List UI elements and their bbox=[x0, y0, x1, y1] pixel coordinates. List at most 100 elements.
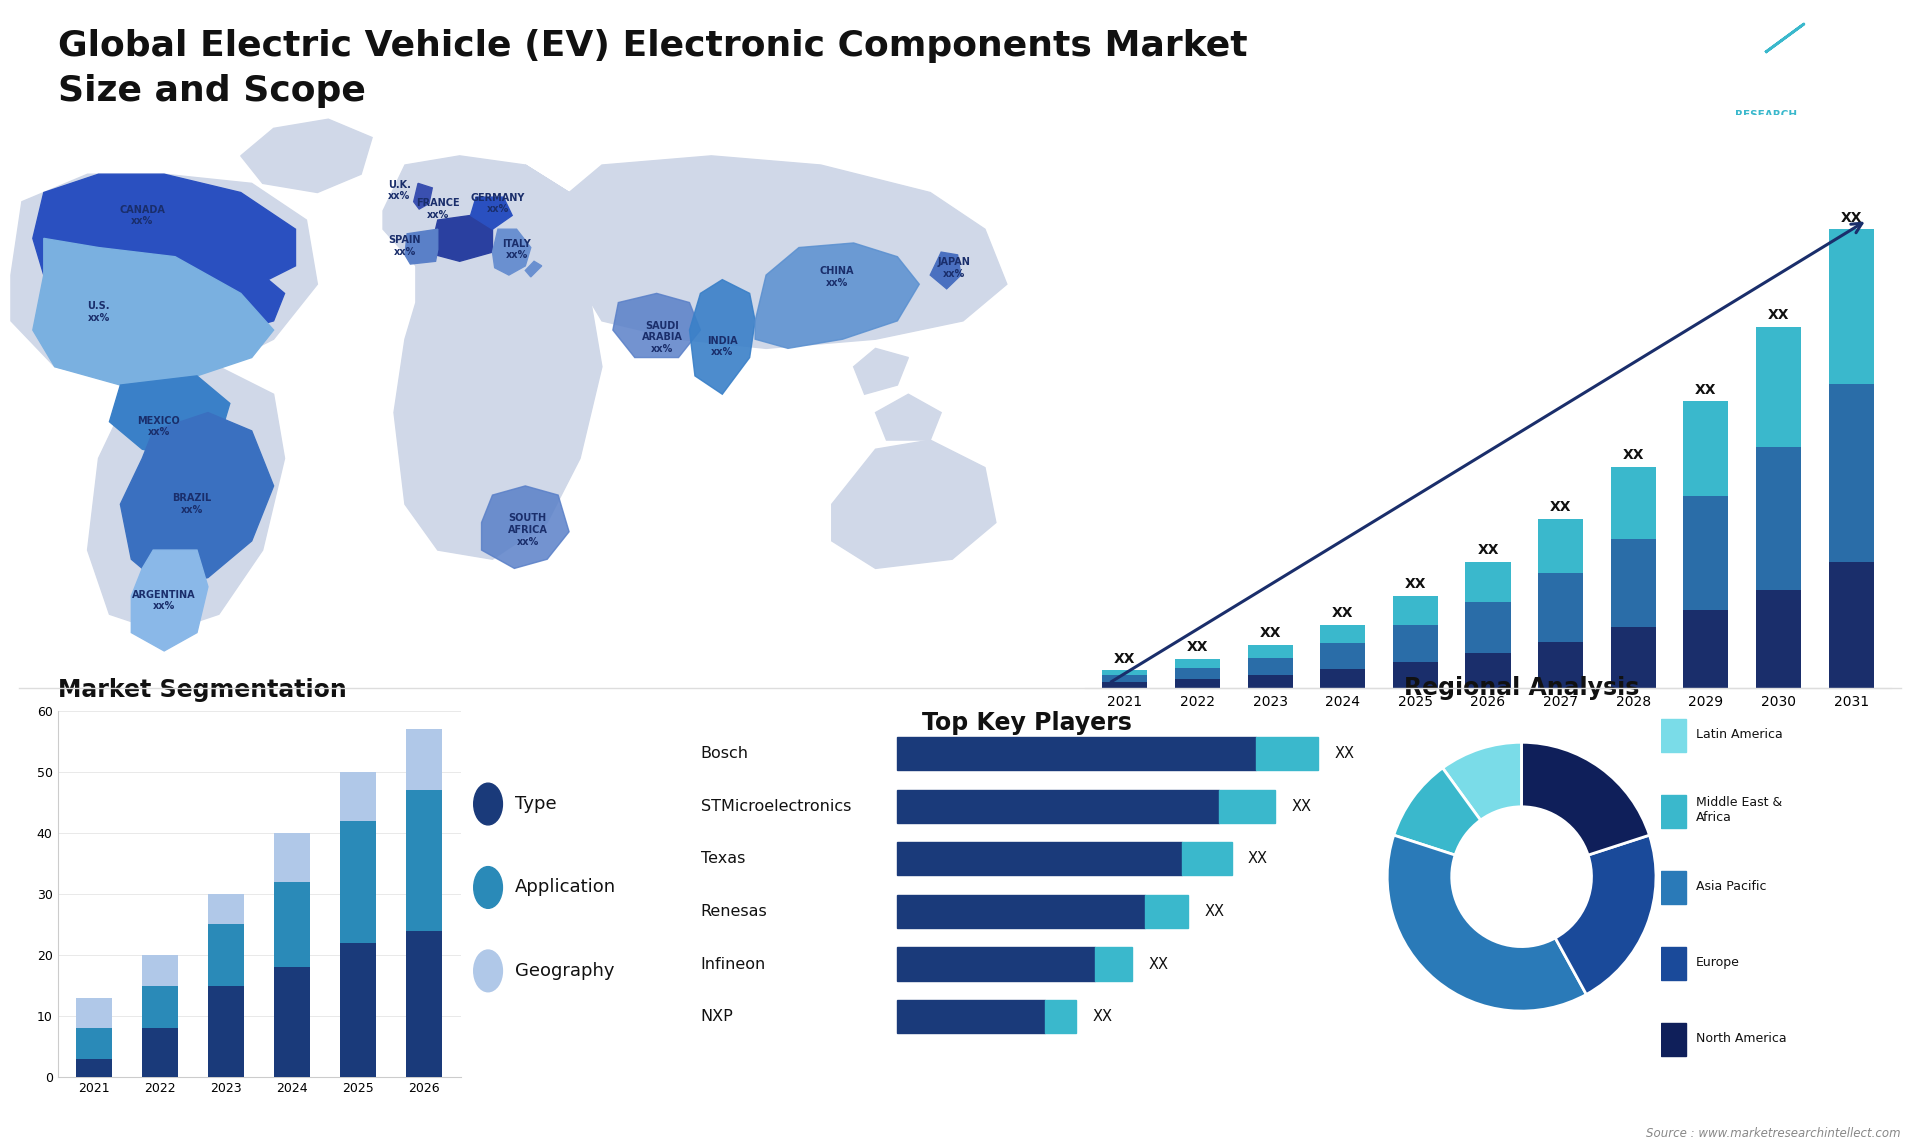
Bar bbox=[1175, 667, 1219, 678]
Bar bbox=[407, 790, 442, 931]
Polygon shape bbox=[482, 486, 568, 568]
Polygon shape bbox=[876, 394, 941, 440]
Text: XX: XX bbox=[1204, 904, 1225, 919]
Bar bbox=[1538, 642, 1584, 688]
Bar bbox=[1392, 625, 1438, 661]
Bar bbox=[275, 833, 311, 881]
Bar bbox=[1094, 948, 1133, 981]
Text: XX: XX bbox=[1768, 308, 1789, 322]
Wedge shape bbox=[1521, 743, 1649, 855]
Polygon shape bbox=[131, 550, 207, 651]
Text: SAUDI
ARABIA
xx%: SAUDI ARABIA xx% bbox=[641, 321, 682, 354]
Text: XX: XX bbox=[1260, 626, 1281, 639]
Text: Asia Pacific: Asia Pacific bbox=[1695, 880, 1766, 893]
Text: Middle East &
Africa: Middle East & Africa bbox=[1695, 796, 1782, 824]
Text: Renesas: Renesas bbox=[701, 904, 768, 919]
Bar bbox=[1392, 661, 1438, 688]
Bar bbox=[77, 1059, 111, 1077]
Bar bbox=[1392, 596, 1438, 625]
Polygon shape bbox=[470, 197, 513, 229]
Text: MEXICO
xx%: MEXICO xx% bbox=[138, 416, 180, 437]
Bar bbox=[207, 925, 244, 986]
Bar bbox=[1757, 447, 1801, 590]
Bar bbox=[407, 729, 442, 790]
Bar bbox=[1321, 669, 1365, 688]
Bar bbox=[77, 1028, 111, 1059]
Bar bbox=[1465, 653, 1511, 688]
Text: XX: XX bbox=[1248, 851, 1267, 866]
Bar bbox=[407, 931, 442, 1077]
Title: Regional Analysis: Regional Analysis bbox=[1404, 676, 1640, 700]
Bar bbox=[1248, 675, 1292, 688]
Polygon shape bbox=[394, 266, 603, 559]
Text: U.K.
xx%: U.K. xx% bbox=[388, 180, 411, 202]
Bar bbox=[1256, 737, 1319, 770]
Text: BRAZIL
xx%: BRAZIL xx% bbox=[173, 494, 211, 515]
Bar bbox=[1175, 659, 1219, 667]
Polygon shape bbox=[413, 183, 432, 209]
Bar bbox=[142, 986, 179, 1028]
Text: Top Key Players: Top Key Players bbox=[922, 711, 1133, 735]
Polygon shape bbox=[33, 174, 296, 303]
Bar bbox=[1661, 795, 1686, 827]
Text: Infineon: Infineon bbox=[701, 957, 766, 972]
Polygon shape bbox=[109, 376, 230, 458]
Text: XX: XX bbox=[1405, 578, 1427, 591]
Polygon shape bbox=[492, 229, 530, 275]
Bar bbox=[897, 895, 1144, 928]
Bar bbox=[1757, 590, 1801, 688]
Text: XX: XX bbox=[1187, 641, 1208, 654]
Bar bbox=[1684, 495, 1728, 610]
Bar bbox=[1538, 573, 1584, 642]
Text: XX: XX bbox=[1334, 746, 1356, 761]
Text: XX: XX bbox=[1292, 799, 1311, 814]
Wedge shape bbox=[1388, 835, 1586, 1011]
Bar bbox=[1465, 602, 1511, 653]
Text: XX: XX bbox=[1332, 606, 1354, 620]
Bar bbox=[1175, 678, 1219, 688]
Polygon shape bbox=[612, 293, 701, 358]
Bar bbox=[142, 1028, 179, 1077]
Text: CHINA
xx%: CHINA xx% bbox=[820, 266, 854, 288]
Text: Global Electric Vehicle (EV) Electronic Components Market: Global Electric Vehicle (EV) Electronic … bbox=[58, 29, 1248, 63]
Bar bbox=[1219, 790, 1275, 823]
Bar bbox=[1661, 947, 1686, 980]
Wedge shape bbox=[1555, 835, 1655, 995]
Polygon shape bbox=[88, 367, 284, 633]
Bar bbox=[1611, 466, 1655, 539]
Text: FRANCE
xx%: FRANCE xx% bbox=[417, 198, 459, 220]
Bar bbox=[1102, 670, 1148, 675]
Bar bbox=[1102, 675, 1148, 682]
Text: Application: Application bbox=[515, 879, 616, 896]
Text: XX: XX bbox=[1476, 543, 1500, 557]
Bar bbox=[1046, 1000, 1077, 1034]
Polygon shape bbox=[219, 266, 284, 330]
Bar bbox=[897, 1000, 1046, 1034]
Polygon shape bbox=[382, 156, 591, 284]
Bar bbox=[1661, 871, 1686, 904]
Bar bbox=[1465, 562, 1511, 602]
Text: MARKET: MARKET bbox=[1741, 86, 1791, 96]
Text: RESEARCH: RESEARCH bbox=[1736, 110, 1797, 119]
Polygon shape bbox=[854, 348, 908, 394]
Bar bbox=[1248, 644, 1292, 658]
Text: JAPAN
xx%: JAPAN xx% bbox=[937, 257, 972, 278]
Bar bbox=[1828, 562, 1874, 688]
Polygon shape bbox=[929, 252, 960, 289]
Polygon shape bbox=[689, 280, 755, 394]
Text: INTELLECT: INTELLECT bbox=[1740, 134, 1793, 143]
Text: Source : www.marketresearchintellect.com: Source : www.marketresearchintellect.com bbox=[1645, 1128, 1901, 1140]
Polygon shape bbox=[432, 215, 492, 261]
Text: NXP: NXP bbox=[701, 1010, 733, 1025]
Bar bbox=[897, 737, 1256, 770]
Circle shape bbox=[474, 950, 503, 991]
Polygon shape bbox=[12, 174, 317, 385]
Bar bbox=[1661, 719, 1686, 752]
Bar bbox=[897, 790, 1219, 823]
Text: Market Segmentation: Market Segmentation bbox=[58, 677, 346, 701]
Bar bbox=[207, 894, 244, 925]
Bar bbox=[897, 842, 1183, 876]
Polygon shape bbox=[405, 229, 438, 264]
Text: SPAIN
xx%: SPAIN xx% bbox=[388, 235, 420, 257]
Polygon shape bbox=[526, 261, 541, 277]
